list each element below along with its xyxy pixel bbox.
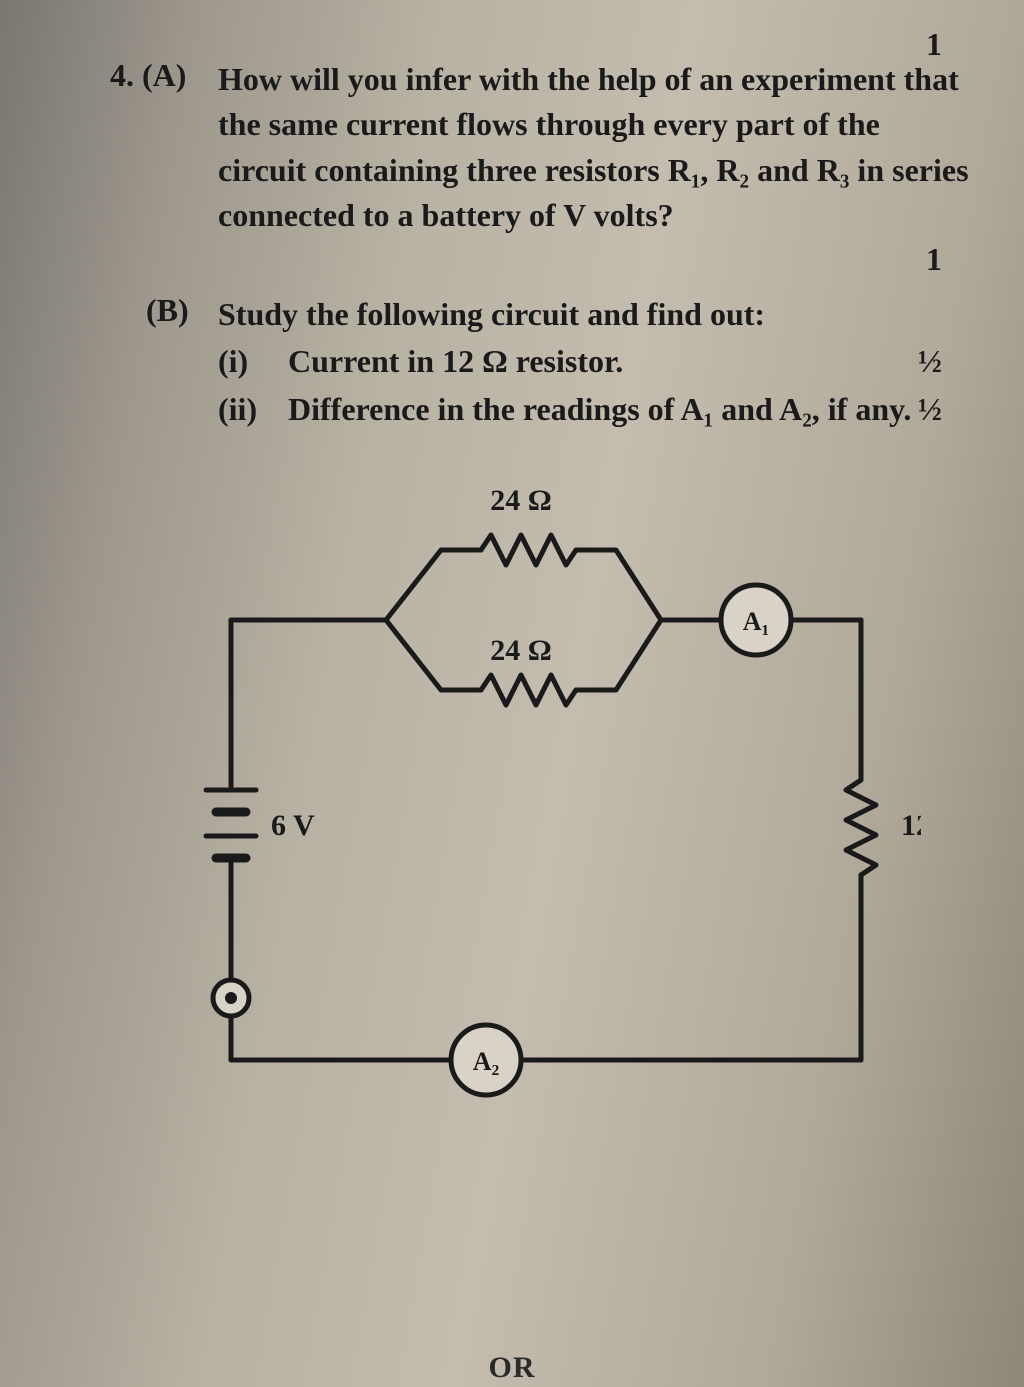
circuit-diagram: 24 Ω 24 Ω 12 Ω 6 V A₁ A₂ <box>161 450 921 1110</box>
mark-after-a: 1 <box>110 241 972 278</box>
label-a1: A₁ <box>743 607 770 636</box>
sub-ii-text: Difference in the readings of A₁ and A₂,… <box>288 391 911 427</box>
mark-b-ii: ½ <box>918 387 972 432</box>
label-a2: A₂ <box>473 1047 500 1076</box>
question-number: 4. (A) <box>110 57 204 239</box>
sub-i-text: Current in 12 Ω resistor. <box>288 343 623 379</box>
sub-i-label: (i) <box>218 339 278 384</box>
sub-ii-label: (ii) <box>218 387 278 432</box>
label-battery: 6 V <box>271 809 315 842</box>
part-b-intro: Study the following circuit and find out… <box>218 292 972 337</box>
question-a-text: How will you infer with the help of an e… <box>218 57 972 239</box>
label-r-right: 12 Ω <box>901 809 921 842</box>
label-r-top: 24 Ω <box>490 484 552 517</box>
part-b-label: (B) <box>146 292 204 432</box>
label-r-mid: 24 Ω <box>490 634 552 667</box>
or-label: OR <box>489 1351 536 1385</box>
mark-b-i: ½ <box>918 339 972 384</box>
